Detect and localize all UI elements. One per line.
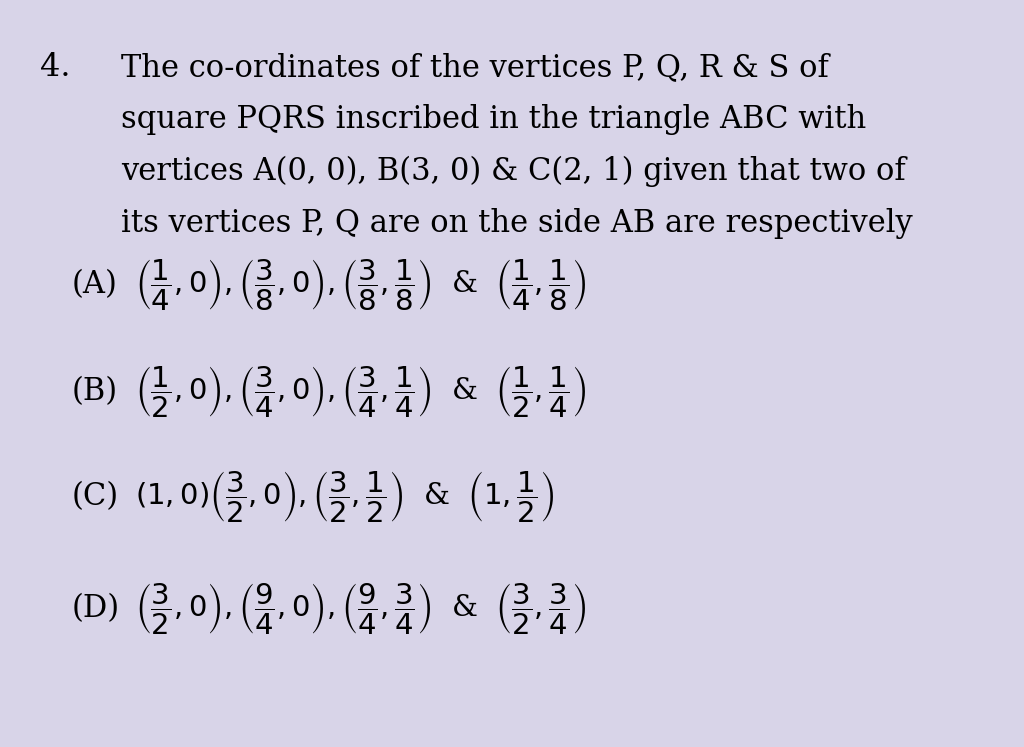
Text: (B): (B) [72, 376, 118, 408]
Text: $\left(\dfrac{1}{2},0\right),\left(\dfrac{3}{4},0\right),\left(\dfrac{3}{4},\dfr: $\left(\dfrac{1}{2},0\right),\left(\dfra… [135, 365, 586, 420]
Text: The co-ordinates of the vertices P, Q, R & S of: The co-ordinates of the vertices P, Q, R… [122, 52, 829, 83]
Text: vertices A(0, 0), B(3, 0) & C(2, 1) given that two of: vertices A(0, 0), B(3, 0) & C(2, 1) give… [122, 156, 906, 187]
Text: $\left(\dfrac{1}{4},0\right),\left(\dfrac{3}{8},0\right),\left(\dfrac{3}{8},\dfr: $\left(\dfrac{1}{4},0\right),\left(\dfra… [135, 258, 586, 312]
Text: its vertices P, Q are on the side AB are respectively: its vertices P, Q are on the side AB are… [122, 208, 913, 239]
Text: square PQRS inscribed in the triangle ABC with: square PQRS inscribed in the triangle AB… [122, 104, 866, 135]
Text: (D): (D) [72, 594, 120, 624]
Text: $(1, 0)\left(\dfrac{3}{2},0\right),\left(\dfrac{3}{2},\dfrac{1}{2}\right)$  &  $: $(1, 0)\left(\dfrac{3}{2},0\right),\left… [135, 469, 554, 524]
Text: (A): (A) [72, 270, 118, 300]
Text: 4.: 4. [41, 52, 71, 83]
Text: (C): (C) [72, 482, 119, 512]
Text: $\left(\dfrac{3}{2},0\right),\left(\dfrac{9}{4},0\right),\left(\dfrac{9}{4},\dfr: $\left(\dfrac{3}{2},0\right),\left(\dfra… [135, 581, 586, 636]
